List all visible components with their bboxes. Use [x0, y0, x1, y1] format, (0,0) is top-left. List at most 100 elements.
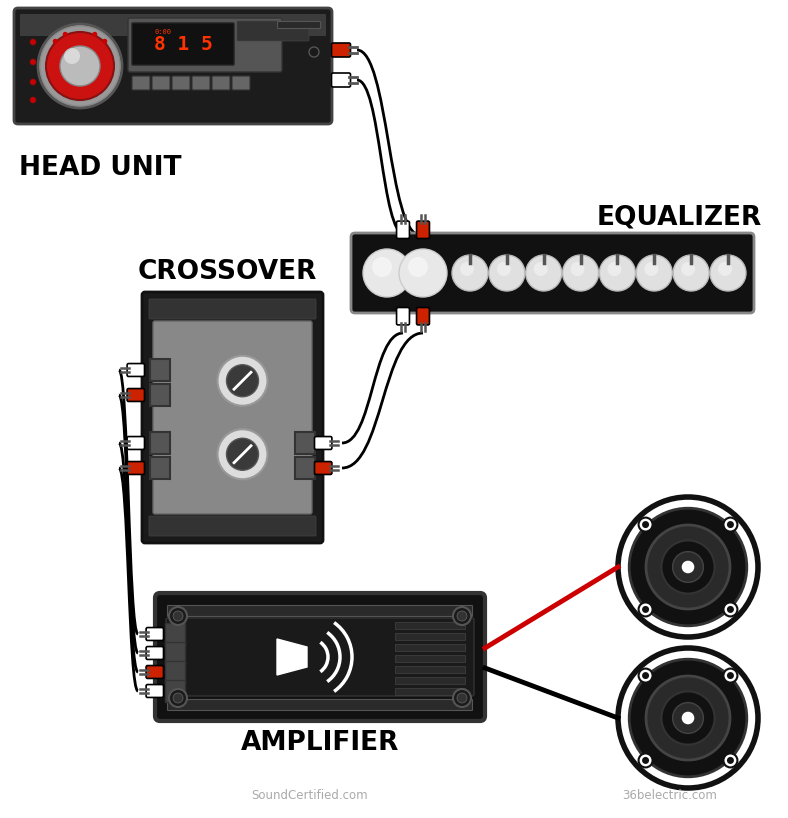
Circle shape: [30, 39, 36, 45]
Circle shape: [64, 48, 80, 64]
Circle shape: [638, 602, 652, 617]
FancyBboxPatch shape: [332, 73, 351, 87]
FancyBboxPatch shape: [172, 76, 190, 90]
FancyBboxPatch shape: [146, 685, 163, 698]
FancyBboxPatch shape: [295, 432, 315, 454]
Circle shape: [46, 32, 114, 100]
FancyBboxPatch shape: [165, 661, 185, 683]
FancyBboxPatch shape: [237, 21, 309, 41]
FancyBboxPatch shape: [396, 221, 410, 239]
FancyBboxPatch shape: [295, 457, 315, 479]
FancyBboxPatch shape: [212, 76, 230, 90]
FancyBboxPatch shape: [127, 461, 144, 474]
FancyBboxPatch shape: [417, 308, 429, 325]
FancyBboxPatch shape: [168, 605, 473, 617]
Circle shape: [600, 255, 635, 291]
Circle shape: [608, 262, 622, 276]
FancyBboxPatch shape: [146, 646, 163, 659]
FancyBboxPatch shape: [152, 76, 170, 90]
FancyBboxPatch shape: [146, 627, 163, 640]
FancyBboxPatch shape: [150, 432, 170, 454]
FancyBboxPatch shape: [332, 43, 351, 57]
FancyBboxPatch shape: [395, 688, 465, 695]
FancyBboxPatch shape: [277, 21, 321, 29]
Circle shape: [60, 46, 100, 86]
Circle shape: [92, 32, 97, 37]
Circle shape: [226, 365, 258, 397]
Circle shape: [642, 606, 649, 613]
Circle shape: [217, 429, 267, 479]
Circle shape: [30, 79, 36, 85]
Circle shape: [682, 560, 694, 573]
Circle shape: [173, 693, 183, 703]
Circle shape: [723, 668, 738, 682]
FancyBboxPatch shape: [351, 233, 754, 313]
FancyBboxPatch shape: [127, 389, 144, 402]
Circle shape: [710, 255, 746, 291]
Circle shape: [673, 551, 704, 582]
FancyBboxPatch shape: [149, 299, 316, 319]
FancyBboxPatch shape: [232, 76, 250, 90]
Circle shape: [727, 606, 734, 613]
Circle shape: [63, 32, 68, 37]
Circle shape: [460, 262, 474, 276]
Circle shape: [489, 255, 525, 291]
Text: HEAD UNIT: HEAD UNIT: [19, 155, 181, 181]
Circle shape: [629, 508, 747, 626]
Circle shape: [723, 753, 738, 767]
FancyBboxPatch shape: [417, 221, 429, 239]
FancyBboxPatch shape: [153, 321, 312, 514]
FancyBboxPatch shape: [395, 655, 465, 662]
Circle shape: [38, 24, 122, 108]
FancyBboxPatch shape: [165, 623, 185, 645]
FancyBboxPatch shape: [150, 359, 170, 381]
Circle shape: [563, 255, 599, 291]
Circle shape: [30, 97, 36, 103]
Circle shape: [642, 521, 649, 528]
Circle shape: [102, 38, 107, 43]
Circle shape: [718, 262, 732, 276]
Circle shape: [309, 47, 319, 57]
Circle shape: [727, 757, 734, 764]
FancyBboxPatch shape: [395, 666, 465, 673]
Circle shape: [646, 525, 730, 609]
Circle shape: [681, 262, 695, 276]
Circle shape: [673, 703, 704, 734]
Circle shape: [638, 668, 652, 682]
FancyBboxPatch shape: [132, 23, 234, 65]
FancyBboxPatch shape: [14, 8, 332, 124]
FancyBboxPatch shape: [192, 76, 210, 90]
FancyBboxPatch shape: [150, 384, 170, 406]
Circle shape: [642, 757, 649, 764]
Text: CROSSOVER: CROSSOVER: [138, 259, 318, 285]
Circle shape: [618, 497, 758, 637]
Text: 8 1 5: 8 1 5: [154, 34, 213, 53]
Text: SoundCertified.com: SoundCertified.com: [251, 789, 368, 802]
Text: 0:00: 0:00: [154, 29, 172, 35]
Circle shape: [453, 607, 471, 625]
Circle shape: [217, 356, 267, 406]
Circle shape: [661, 691, 715, 744]
Circle shape: [645, 262, 658, 276]
FancyBboxPatch shape: [314, 461, 332, 474]
FancyBboxPatch shape: [146, 666, 163, 678]
Circle shape: [661, 541, 715, 594]
Circle shape: [629, 659, 747, 777]
FancyBboxPatch shape: [149, 516, 316, 536]
FancyBboxPatch shape: [127, 437, 144, 449]
FancyBboxPatch shape: [155, 593, 485, 721]
Circle shape: [363, 249, 411, 297]
Circle shape: [533, 262, 548, 276]
FancyBboxPatch shape: [166, 618, 474, 696]
FancyBboxPatch shape: [128, 18, 282, 72]
FancyBboxPatch shape: [396, 308, 410, 325]
Circle shape: [173, 611, 183, 621]
FancyBboxPatch shape: [395, 622, 465, 629]
Circle shape: [53, 38, 58, 43]
Circle shape: [682, 712, 694, 724]
Circle shape: [673, 255, 709, 291]
Circle shape: [457, 611, 467, 621]
FancyBboxPatch shape: [150, 457, 170, 479]
FancyBboxPatch shape: [20, 14, 326, 36]
Circle shape: [399, 249, 447, 297]
